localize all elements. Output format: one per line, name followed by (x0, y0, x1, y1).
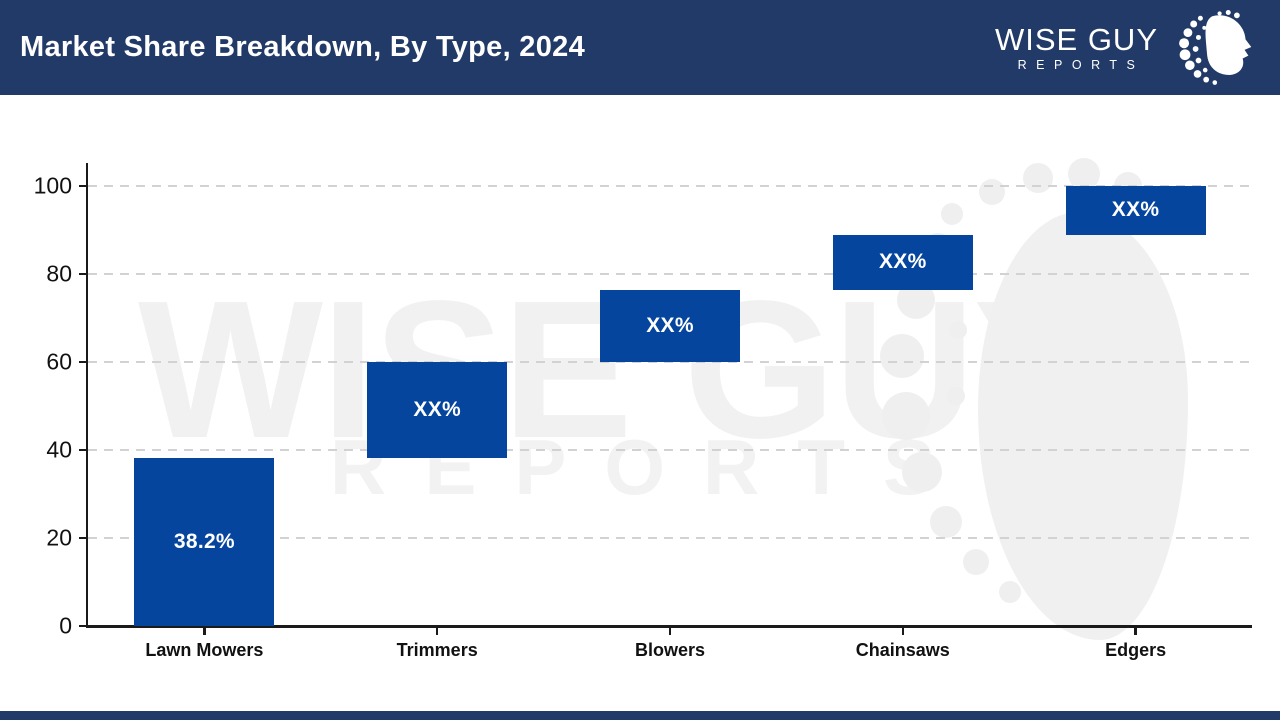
bar-value-label: XX% (879, 250, 927, 274)
y-tick-mark (79, 360, 88, 363)
x-tick-mark (435, 626, 439, 635)
bar-chainsaws: XX% (832, 234, 973, 290)
x-tick-mark (668, 626, 672, 635)
y-tick-label: 80 (46, 260, 72, 287)
brand-name: WISE GUY (994, 21, 1158, 57)
brand-logo: WISE GUY REPORTS (995, 8, 1258, 88)
brand-subname: REPORTS (1017, 57, 1145, 72)
gridline-20 (88, 537, 1252, 539)
gridline-60 (88, 361, 1252, 363)
y-tick-label: 100 (33, 172, 72, 199)
x-tick-mark (1134, 626, 1137, 635)
header: Market Share Breakdown, By Type, 2024 WI… (0, 0, 1280, 95)
footer-bar (0, 711, 1280, 720)
bar-value-label: XX% (413, 397, 461, 421)
y-axis-line (85, 163, 88, 628)
category-label: Blowers (634, 640, 706, 660)
brand-face-icon (1179, 9, 1252, 85)
gridline-80 (88, 273, 1252, 275)
bar-value-label: XX% (1111, 198, 1160, 222)
gridline-100 (88, 185, 1252, 187)
x-tick-mark (203, 626, 206, 635)
bar-trimmers: XX% (367, 362, 508, 458)
category-label: Chainsaws (855, 640, 950, 660)
y-tick-label: 20 (46, 524, 72, 551)
bar-lawn-mowers: 38.2% (134, 457, 275, 626)
y-tick-mark (79, 624, 88, 627)
brand-logo-text: WISE GUY REPORTS (995, 24, 1158, 72)
bar-edgers: XX% (1065, 186, 1206, 235)
bar-blowers: XX% (600, 289, 740, 362)
y-tick-mark (79, 272, 88, 275)
y-tick-mark (79, 448, 88, 451)
category-label: Edgers (1105, 640, 1167, 660)
y-tick-label: 40 (46, 436, 72, 463)
category-label: Trimmers (396, 640, 478, 660)
bar-value-label: XX% (646, 313, 694, 337)
plot-area: 0 20 40 60 80 100 38.2% Lawn Mowers XX% Trimmers X… (34, 163, 1252, 660)
page-title: Market Share Breakdown, By Type, 2024 (20, 31, 586, 63)
gridline-40 (88, 449, 1252, 451)
y-tick-mark (79, 536, 88, 539)
y-tick-mark (79, 184, 88, 187)
y-tick-label: 60 (46, 348, 72, 375)
bar-value-label: 38.2% (173, 529, 235, 553)
y-tick-label: 0 (59, 612, 72, 639)
category-label: Lawn Mowers (145, 640, 264, 660)
x-tick-mark (901, 626, 905, 635)
